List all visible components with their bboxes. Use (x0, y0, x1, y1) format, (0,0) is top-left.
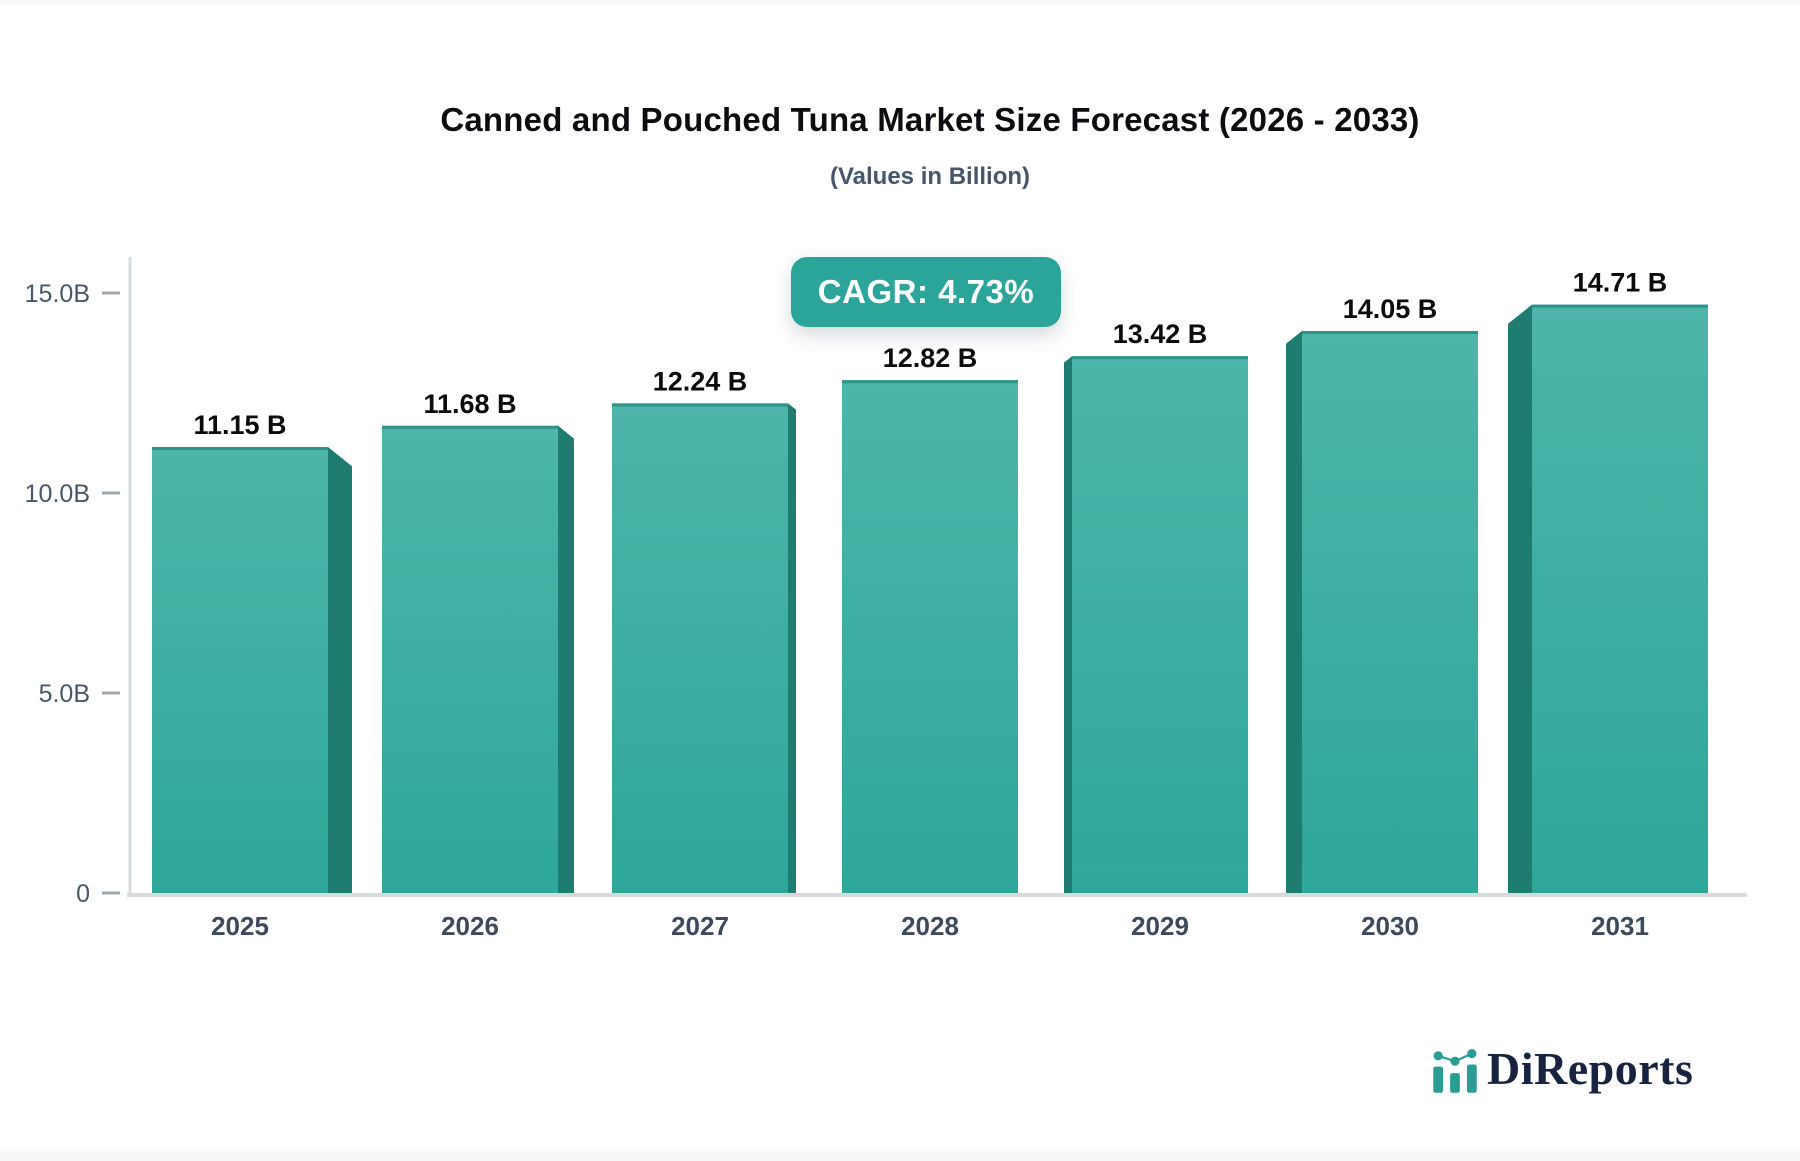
bar-front-face (382, 425, 558, 893)
bar-2026: 11.68 B 2026 (382, 389, 574, 941)
chart-card: Canned and Pouched Tuna Market Size Fore… (0, 5, 1800, 1151)
y-tick-mark (102, 891, 120, 895)
bar-side-face (558, 425, 574, 893)
x-axis-label: 2030 (1361, 911, 1419, 941)
bar-value-label: 12.82 B (883, 343, 978, 373)
bar-top-edge (1532, 304, 1708, 308)
bar-front-face (1302, 331, 1478, 893)
y-axis-label: 0 (76, 880, 90, 908)
bar-top-edge (382, 425, 558, 429)
bar-top-edge (1072, 356, 1248, 360)
bar-side-face (328, 447, 352, 893)
y-tick-mark (102, 691, 120, 695)
bar-2031: 14.71 B 2031 (1508, 268, 1708, 941)
x-axis-label: 2028 (901, 911, 959, 941)
logo-text: DiReports (1487, 1042, 1694, 1094)
bar-value-label: 13.42 B (1113, 319, 1208, 349)
y-tick-mark (102, 291, 120, 295)
cagr-badge: CAGR: 4.73% (791, 257, 1061, 327)
y-axis-label: 5.0B (39, 680, 90, 708)
y-axis-line (128, 257, 132, 897)
bar-value-label: 14.05 B (1343, 294, 1438, 324)
bar-2025: 11.15 B 2025 (152, 410, 352, 941)
x-axis-label: 2031 (1591, 911, 1649, 941)
bar-front-face (1532, 304, 1708, 894)
bar-value-label: 11.68 B (423, 389, 516, 419)
x-axis-label: 2027 (671, 911, 729, 941)
bar-side-face (1064, 356, 1072, 893)
bar-value-label: 11.15 B (193, 410, 286, 440)
x-axis-label: 2029 (1131, 911, 1189, 941)
y-axis-label: 10.0B (25, 480, 90, 508)
bar-2028: 12.82 B 2028 (842, 343, 1018, 941)
bar-front-face (842, 380, 1018, 893)
bar-2027: 12.24 B 2027 (612, 366, 796, 941)
logo-bar-chart-icon (1433, 1049, 1477, 1093)
bar-top-edge (612, 403, 788, 407)
bar-2029: 13.42 B 2029 (1064, 319, 1248, 941)
chart-title: Canned and Pouched Tuna Market Size Fore… (440, 101, 1420, 138)
bar-side-face (1508, 304, 1532, 894)
x-axis-label: 2025 (211, 911, 269, 941)
bar-side-face (1286, 331, 1302, 893)
x-axis-label: 2026 (441, 911, 499, 941)
bar-2030: 14.05 B 2030 (1286, 294, 1478, 941)
bar-front-face (612, 403, 788, 893)
y-tick-mark (102, 491, 120, 495)
bar-top-edge (152, 447, 328, 450)
bar-top-edge (842, 380, 1018, 384)
bar-value-label: 12.24 B (653, 366, 748, 396)
bar-top-edge (1302, 331, 1478, 334)
bar-side-face (788, 403, 796, 893)
chart-subtitle: (Values in Billion) (829, 163, 1031, 190)
bar-front-face (1072, 356, 1248, 893)
y-axis-label: 15.0B (25, 280, 90, 308)
bar-front-face (152, 447, 328, 893)
direports-logo: DiReports (1430, 1038, 1693, 1098)
x-axis-line (127, 893, 1747, 897)
bar-value-label: 14.71 B (1573, 268, 1668, 298)
